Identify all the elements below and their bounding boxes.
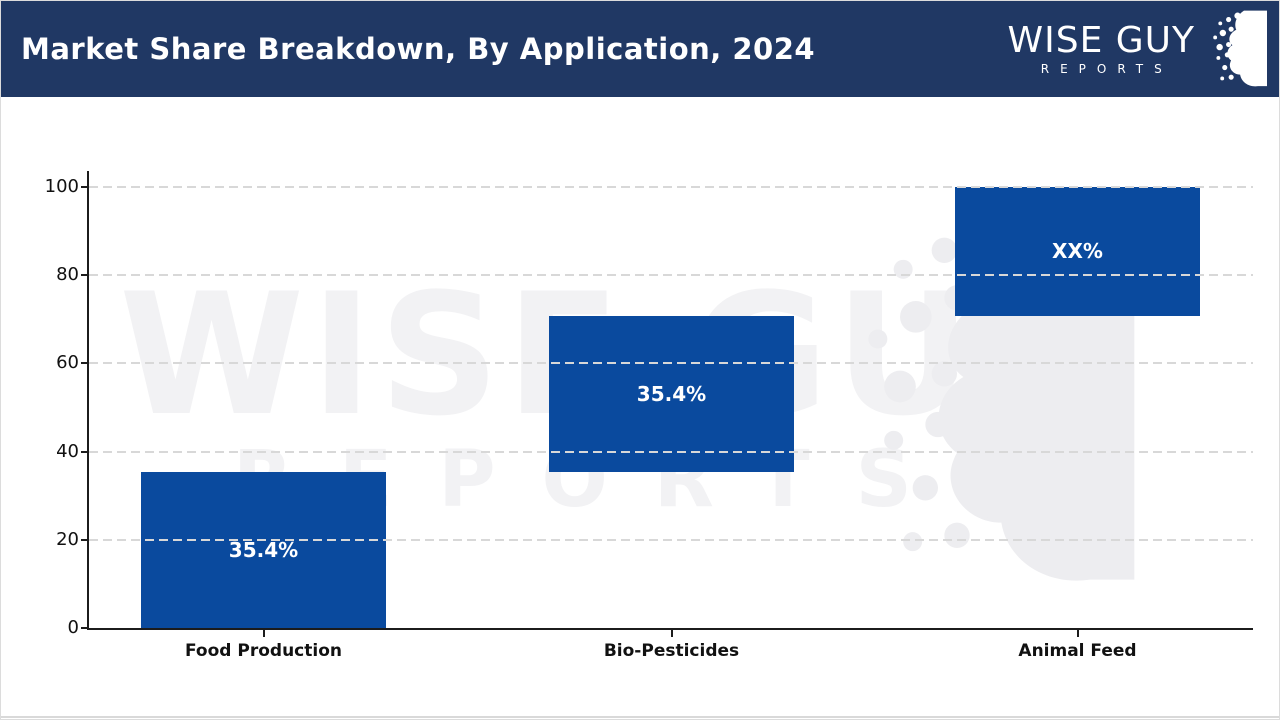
x-category-label: Food Production xyxy=(185,641,342,661)
x-tick-mark xyxy=(262,628,265,637)
bar-value-label: XX% xyxy=(1052,239,1103,264)
y-tick-mark xyxy=(81,627,89,629)
x-tick-mark xyxy=(1076,628,1079,637)
bar-value-label: 35.4% xyxy=(636,381,707,406)
y-tick-mark xyxy=(81,186,89,188)
face-profile-icon xyxy=(1213,10,1267,87)
gridline xyxy=(89,450,1253,453)
logo-text: WISE GUY REPORTS xyxy=(1007,20,1196,76)
header: Market Share Breakdown, By Application, … xyxy=(1,1,1279,97)
x-tick-mark xyxy=(670,628,673,637)
bar-animal-feed xyxy=(955,187,1200,316)
watermark-face-icon xyxy=(868,206,1135,581)
gridline xyxy=(89,186,1253,188)
bottom-divider xyxy=(1,716,1279,718)
y-tick-mark xyxy=(81,274,89,277)
gridline xyxy=(89,362,1253,365)
bar-food-production xyxy=(141,471,386,628)
bar-bio-pesticides xyxy=(549,315,794,472)
y-tick-label: 0 xyxy=(67,617,79,638)
wise-guy-reports-logo: WISE GUY REPORTS xyxy=(1007,7,1267,91)
x-axis xyxy=(87,628,1253,630)
y-tick-label: 80 xyxy=(56,264,79,286)
y-tick-label: 100 xyxy=(44,176,79,197)
x-category-label: Bio-Pesticides xyxy=(603,641,740,661)
y-axis xyxy=(87,171,89,630)
bar-value-label: 35.4% xyxy=(228,537,299,562)
y-tick-label: 60 xyxy=(56,352,79,374)
logo-subtext: REPORTS xyxy=(1040,62,1173,76)
logo-wordmark: WISE GUY xyxy=(1007,20,1195,61)
watermark-text-1: WISE GUY xyxy=(119,257,1106,453)
y-tick-mark xyxy=(81,450,89,453)
gridline xyxy=(89,274,1253,277)
y-tick-mark xyxy=(81,362,89,365)
gridline xyxy=(89,538,1253,541)
watermark-text-2: REPORTS xyxy=(233,435,958,525)
y-tick-label: 40 xyxy=(56,440,79,462)
y-tick-mark xyxy=(81,538,89,541)
y-tick-label: 20 xyxy=(56,528,79,550)
chart-title: Market Share Breakdown, By Application, … xyxy=(21,32,816,66)
x-category-label: Animal Feed xyxy=(1018,641,1137,661)
